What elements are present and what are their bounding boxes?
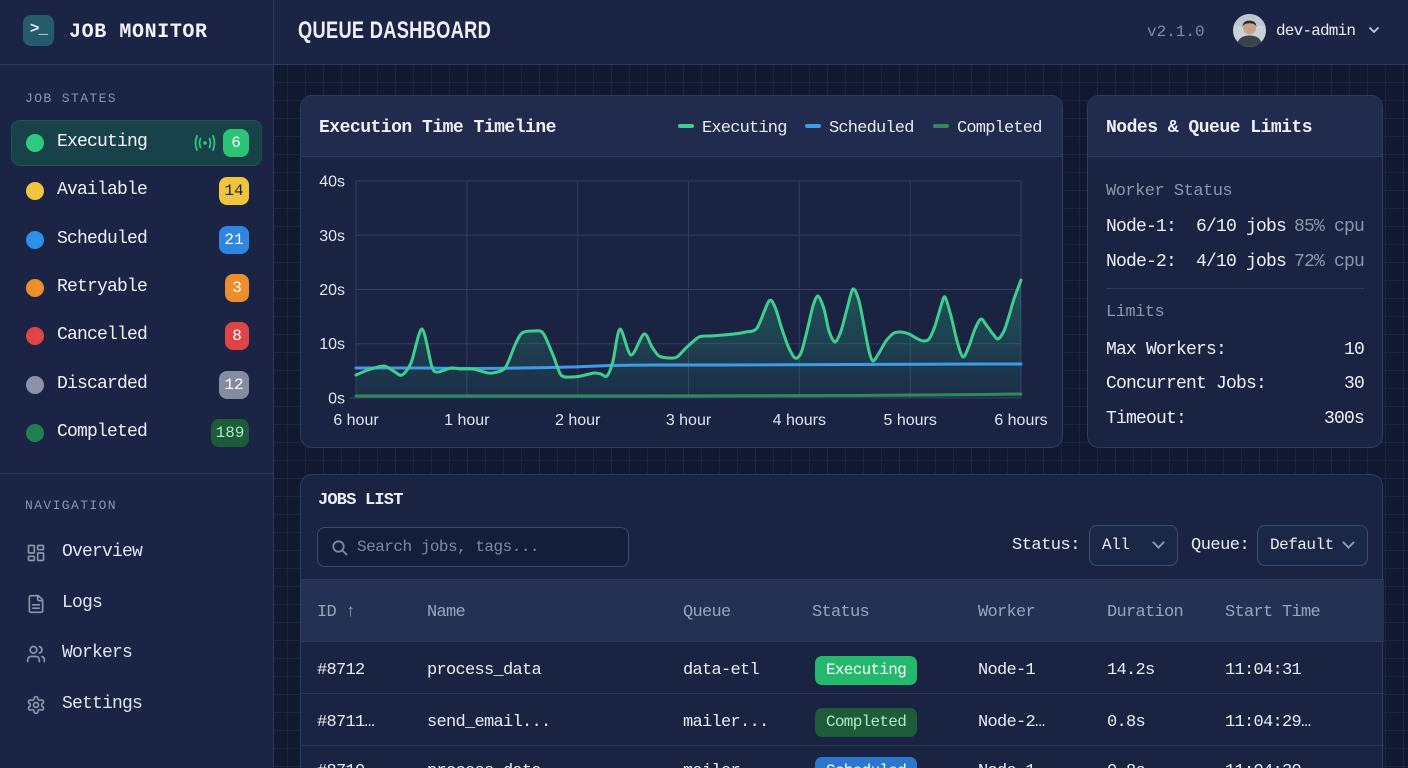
svg-text:3 hour: 3 hour — [666, 412, 712, 429]
svg-text:10s: 10s — [319, 336, 345, 353]
svg-text:6 hour: 6 hour — [333, 412, 379, 429]
svg-text:5 hours: 5 hours — [884, 412, 937, 429]
svg-text:20s: 20s — [319, 282, 345, 299]
svg-text:6 hours: 6 hours — [994, 412, 1047, 429]
svg-text:40s: 40s — [319, 174, 345, 191]
svg-text:2 hour: 2 hour — [555, 412, 601, 429]
svg-text:0s: 0s — [328, 391, 345, 408]
svg-text:1 hour: 1 hour — [444, 412, 490, 429]
svg-text:4 hours: 4 hours — [773, 412, 826, 429]
svg-text:30s: 30s — [319, 228, 345, 245]
